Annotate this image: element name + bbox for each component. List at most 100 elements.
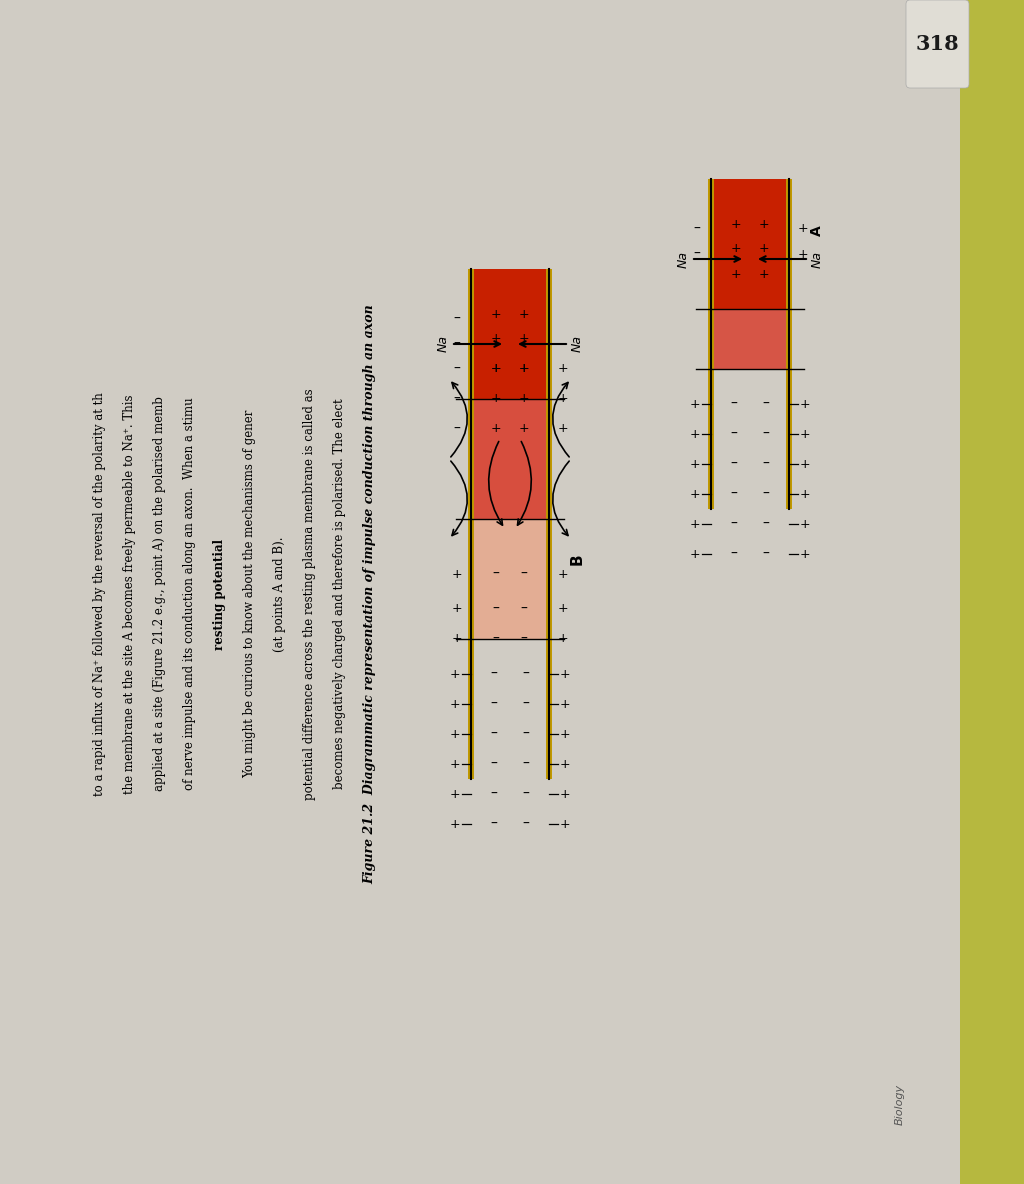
- Text: –: –: [522, 787, 529, 802]
- Text: –: –: [763, 457, 769, 471]
- Text: +: +: [558, 567, 568, 580]
- Text: –: –: [522, 727, 529, 741]
- Text: +: +: [558, 603, 568, 616]
- Text: +: +: [690, 457, 700, 470]
- Text: +: +: [690, 488, 700, 501]
- Text: +: +: [450, 758, 461, 771]
- Text: –: –: [454, 337, 461, 350]
- Text: +: +: [558, 393, 568, 405]
- Text: +: +: [450, 727, 461, 740]
- Bar: [961, 0, 1024, 1184]
- Text: +: +: [731, 218, 741, 231]
- Text: B: B: [569, 553, 585, 565]
- Text: +: +: [490, 333, 502, 346]
- Text: to a rapid influx of Na⁺ followed by the reversal of the polarity at th: to a rapid influx of Na⁺ followed by the…: [93, 392, 106, 796]
- Text: +: +: [560, 817, 570, 830]
- Text: +: +: [800, 547, 810, 560]
- Text: –: –: [763, 487, 769, 501]
- Text: –: –: [693, 247, 700, 260]
- Text: +: +: [731, 268, 741, 281]
- Text: becomes negatively charged and therefore is polarised. The elect: becomes negatively charged and therefore…: [334, 399, 346, 790]
- Text: +: +: [759, 243, 769, 256]
- Text: Na: Na: [811, 251, 823, 268]
- Text: +: +: [519, 362, 529, 375]
- Text: –: –: [730, 487, 737, 501]
- Bar: [708, 179, 714, 509]
- Text: +: +: [450, 787, 461, 800]
- Text: +: +: [450, 817, 461, 830]
- Text: +: +: [560, 668, 570, 681]
- Text: +: +: [450, 697, 461, 710]
- Text: +: +: [560, 758, 570, 771]
- Text: (at points A and B).: (at points A and B).: [273, 536, 287, 651]
- Text: +: +: [490, 423, 502, 436]
- Text: +: +: [490, 308, 502, 321]
- Text: –: –: [730, 397, 737, 411]
- Bar: [474, 399, 546, 519]
- Text: +: +: [519, 423, 529, 436]
- Text: –: –: [490, 817, 498, 831]
- Text: +: +: [690, 398, 700, 411]
- Text: +: +: [490, 393, 502, 405]
- Text: +: +: [690, 427, 700, 440]
- Text: +: +: [490, 362, 502, 375]
- Text: –: –: [490, 667, 498, 681]
- Bar: [474, 519, 546, 639]
- Text: Figure 21.2  Diagrammatic representation of impulse conduction through an axon: Figure 21.2 Diagrammatic representation …: [364, 304, 377, 884]
- Text: the membrane at the site A becomes freely permeable to Na⁺. This: the membrane at the site A becomes freel…: [124, 394, 136, 793]
- Bar: [468, 269, 474, 779]
- Text: You might be curious to know about the mechanisms of gener: You might be curious to know about the m…: [244, 410, 256, 778]
- Text: –: –: [454, 392, 461, 406]
- Text: –: –: [730, 547, 737, 561]
- Text: –: –: [520, 567, 527, 581]
- Text: +: +: [690, 547, 700, 560]
- Text: –: –: [522, 667, 529, 681]
- Text: A: A: [810, 226, 824, 237]
- Text: +: +: [731, 243, 741, 256]
- Text: +: +: [560, 787, 570, 800]
- Text: +: +: [800, 427, 810, 440]
- Text: –: –: [490, 697, 498, 712]
- Text: +: +: [490, 362, 502, 375]
- Text: –: –: [763, 517, 769, 530]
- Text: –: –: [763, 547, 769, 561]
- Text: +: +: [452, 632, 462, 645]
- Text: +: +: [800, 488, 810, 501]
- Text: Na: Na: [436, 335, 450, 353]
- Text: 318: 318: [915, 34, 958, 54]
- Text: +: +: [759, 268, 769, 281]
- Text: –: –: [493, 567, 500, 581]
- Bar: [546, 269, 552, 779]
- Bar: [714, 309, 786, 369]
- Text: +: +: [519, 308, 529, 321]
- Text: potential difference across the resting plasma membrane is called as: potential difference across the resting …: [303, 388, 316, 800]
- Text: +: +: [558, 423, 568, 436]
- Bar: [786, 179, 792, 509]
- Text: +: +: [560, 697, 570, 710]
- Text: Biology: Biology: [895, 1083, 905, 1125]
- Text: +: +: [690, 517, 700, 530]
- Bar: [474, 269, 546, 399]
- Text: –: –: [730, 517, 737, 530]
- Text: –: –: [763, 427, 769, 440]
- Text: of nerve impulse and its conduction along an axon.  When a stimu: of nerve impulse and its conduction alon…: [183, 398, 197, 790]
- Text: –: –: [730, 457, 737, 471]
- Text: –: –: [763, 397, 769, 411]
- Text: +: +: [800, 517, 810, 530]
- Text: +: +: [798, 223, 808, 236]
- Text: –: –: [730, 427, 737, 440]
- Text: resting potential: resting potential: [213, 539, 226, 650]
- Text: +: +: [452, 567, 462, 580]
- Text: –: –: [693, 223, 700, 236]
- Text: +: +: [519, 362, 529, 375]
- Text: applied at a site (Figure 21.2 e.g., point A) on the polarised memb: applied at a site (Figure 21.2 e.g., poi…: [154, 397, 167, 791]
- Text: +: +: [450, 668, 461, 681]
- Text: –: –: [522, 757, 529, 771]
- Text: Na: Na: [677, 251, 689, 268]
- Text: –: –: [520, 601, 527, 616]
- Text: +: +: [800, 398, 810, 411]
- Text: –: –: [490, 787, 498, 802]
- Text: +: +: [798, 247, 808, 260]
- Text: +: +: [519, 333, 529, 346]
- Text: –: –: [454, 362, 461, 377]
